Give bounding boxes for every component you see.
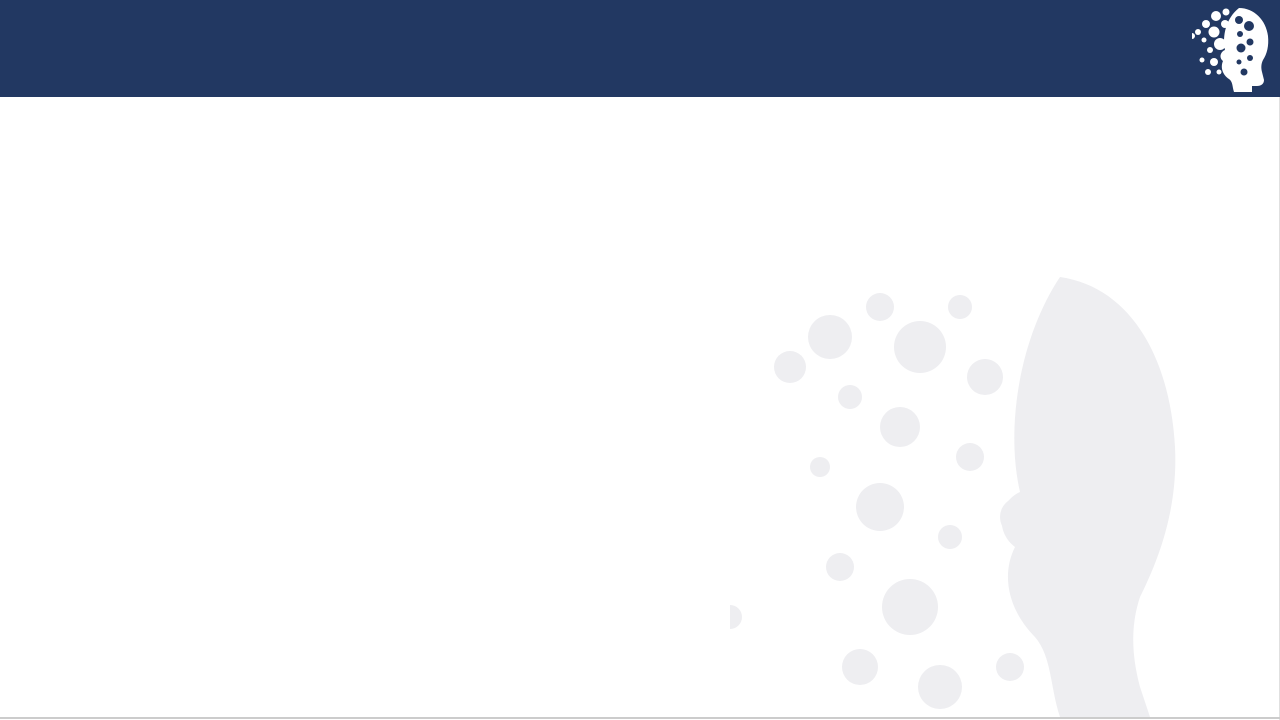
watermark-dotted-head [730,277,1176,717]
dotted-head-icon [1192,8,1269,92]
bottom-divider [0,717,1280,719]
wise-guy-reports-logo [1022,0,1272,97]
chart-plot-area [0,97,1280,717]
header-bar [0,0,1280,97]
